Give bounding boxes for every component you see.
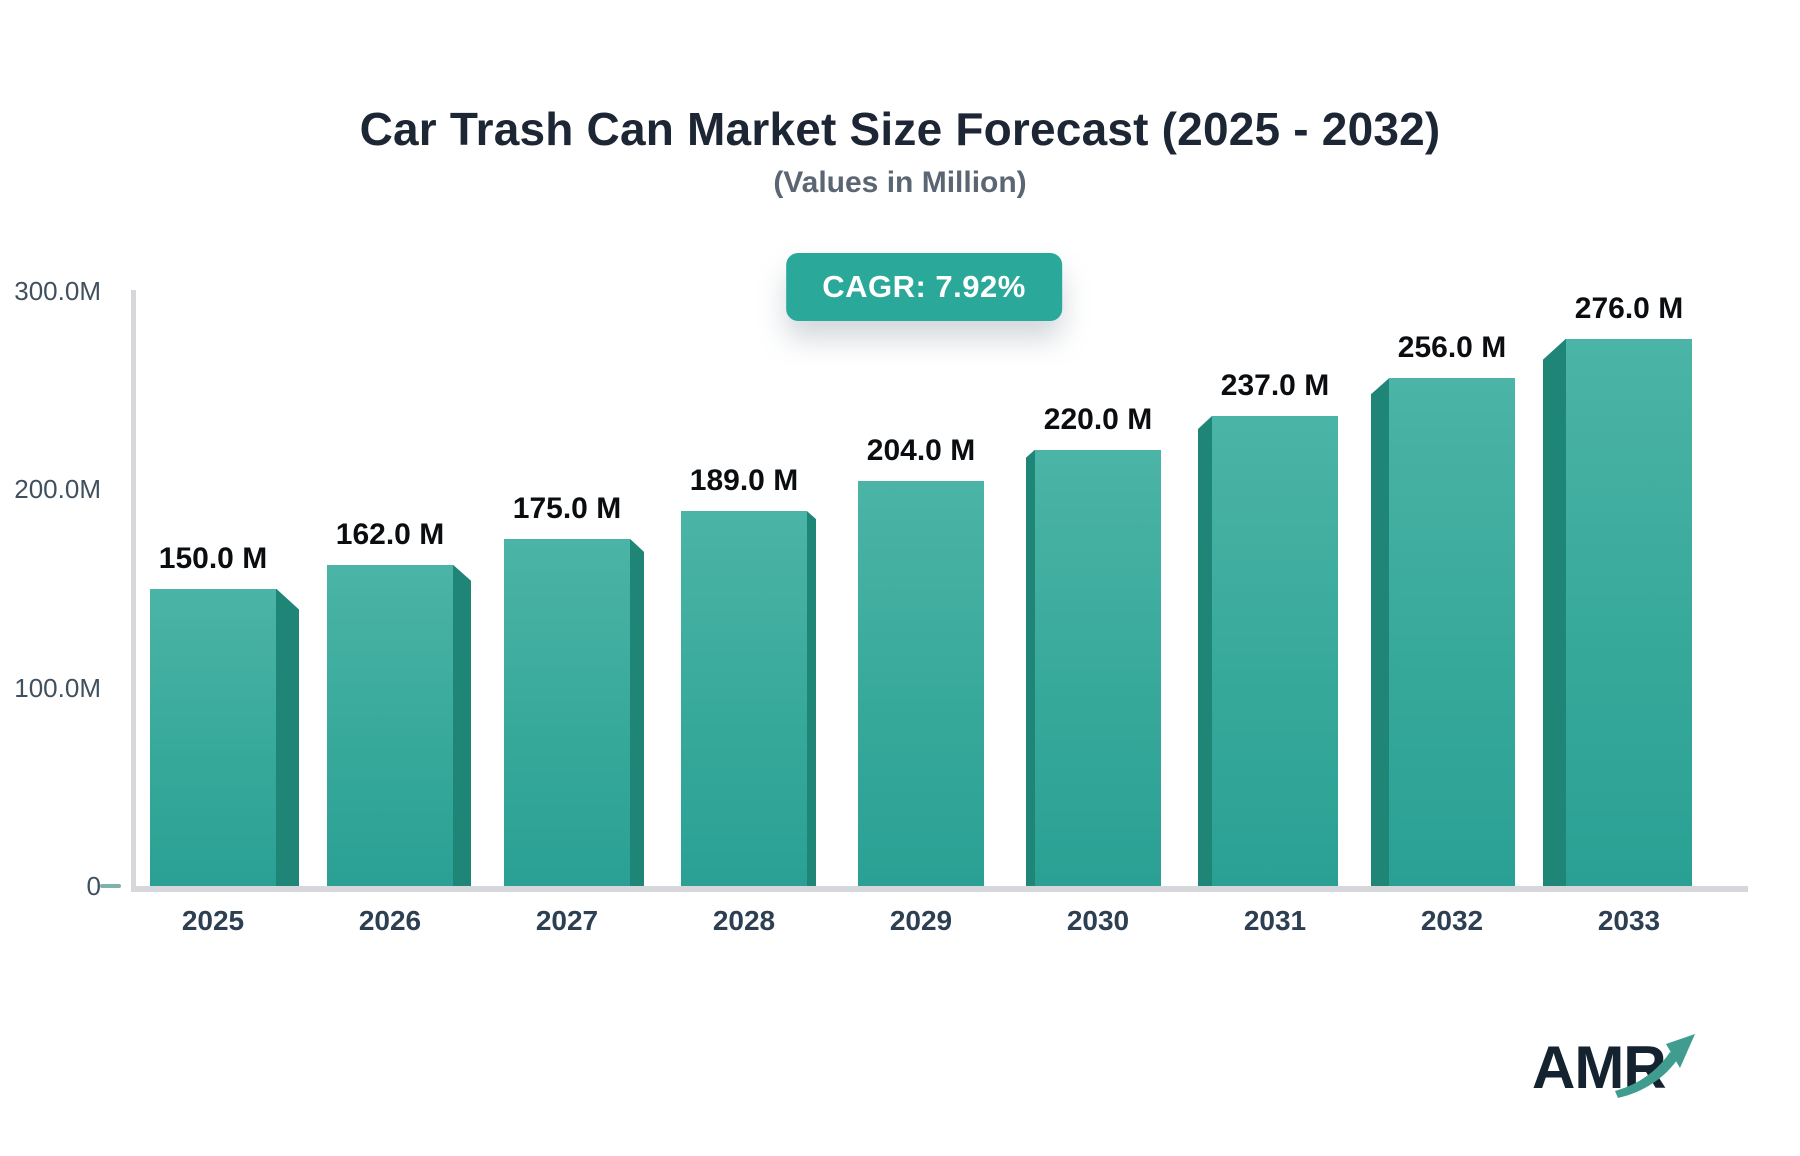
bar-front-face	[327, 564, 453, 886]
bar-2025	[150, 588, 299, 886]
bar-value-label: 276.0 M	[1574, 291, 1684, 325]
amr-logo: AMR	[1532, 1034, 1695, 1101]
x-axis-label-2030: 2030	[1066, 905, 1130, 936]
y-axis-tick-label: 300.0M	[14, 276, 101, 306]
x-axis-label-2033: 2033	[1597, 905, 1661, 936]
x-axis-label-2031: 2031	[1243, 905, 1307, 936]
bar-2027	[504, 538, 644, 886]
bar-side-face	[807, 511, 816, 886]
bar-value-label: 237.0 M	[1220, 368, 1330, 402]
bar-side-face	[276, 588, 299, 886]
bar-side-face	[1198, 415, 1212, 886]
bar-side-face	[453, 564, 471, 886]
bar-2029	[858, 481, 984, 886]
x-axis-label-2025: 2025	[181, 905, 245, 936]
bar-value-label: 175.0 M	[512, 491, 622, 525]
x-axis-label-2029: 2029	[889, 905, 953, 936]
logo-text: AMR	[1532, 1034, 1666, 1101]
x-axis-label-2028: 2028	[712, 905, 776, 936]
bar-value-label: 204.0 M	[866, 434, 976, 468]
bar-2030	[1026, 449, 1161, 886]
bar-front-face	[1389, 378, 1515, 886]
bar-front-face	[858, 481, 984, 886]
y-axis-line	[131, 290, 136, 892]
bar-front-face	[1566, 338, 1692, 886]
logo-arrowhead-icon	[1666, 1034, 1695, 1068]
bar-side-face	[1371, 378, 1389, 886]
bar-side-face	[1543, 338, 1566, 886]
page-subtitle: (Values in Million)	[773, 166, 1027, 199]
y-axis-tick-label: 0	[86, 871, 101, 901]
bar-front-face	[681, 511, 807, 886]
bar-2032	[1371, 378, 1515, 886]
bar-front-face	[150, 588, 276, 886]
x-axis-label-2027: 2027	[535, 905, 599, 936]
zero-tick-mark	[100, 884, 121, 888]
bar-2026	[327, 564, 471, 886]
x-axis-label-2026: 2026	[358, 905, 422, 936]
bar-value-label: 256.0 M	[1397, 331, 1507, 365]
x-axis-line	[131, 886, 1748, 892]
bar-value-label: 150.0 M	[158, 541, 268, 575]
bar-2028	[681, 511, 816, 886]
bar-front-face	[1212, 415, 1338, 886]
bar-front-face	[504, 538, 630, 886]
logo-arrow-icon	[1615, 1052, 1679, 1098]
bar-value-label: 162.0 M	[335, 517, 445, 551]
y-axis-tick-label: 200.0M	[14, 474, 101, 505]
bar-value-label: 189.0 M	[689, 464, 799, 498]
bar-side-face	[630, 538, 644, 886]
bar-value-label: 220.0 M	[1043, 402, 1153, 436]
cagr-badge: CAGR: 7.92%	[786, 253, 1062, 321]
bar-side-face	[1026, 449, 1035, 886]
bar-front-face	[1035, 449, 1161, 886]
x-axis-label-2032: 2032	[1420, 905, 1484, 936]
y-axis-tick-label: 100.0M	[14, 672, 101, 703]
bar-2033	[1543, 338, 1692, 886]
page-title: Car Trash Can Market Size Forecast (2025…	[359, 103, 1441, 155]
bar-2031	[1198, 415, 1338, 886]
